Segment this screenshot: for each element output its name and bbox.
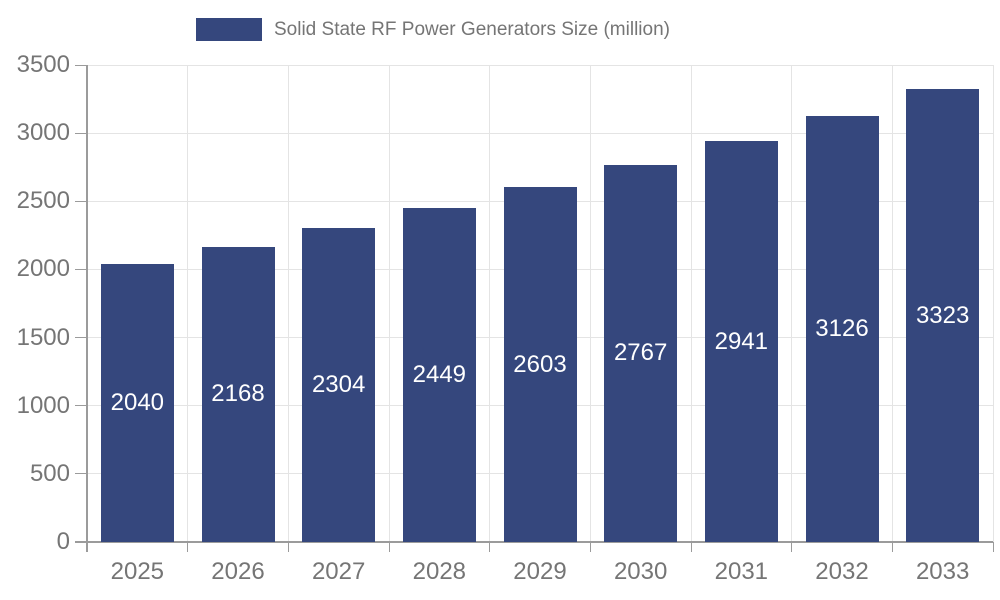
vertical-gridline	[388, 65, 390, 542]
bar: 2449	[402, 208, 476, 542]
bar-value-label: 2941	[714, 327, 769, 355]
x-tick-label: 2025	[110, 558, 165, 585]
bar-value-label: 2168	[211, 380, 265, 408]
vertical-gridline	[589, 65, 591, 542]
y-axis-tick	[75, 64, 87, 66]
vertical-gridline	[791, 65, 793, 542]
legend-swatch-icon	[196, 18, 262, 41]
x-tick-label: 2026	[211, 558, 265, 585]
x-axis-line	[75, 541, 993, 543]
x-tick-label: 2031	[714, 558, 769, 585]
bar-value-label: 2040	[110, 388, 165, 416]
x-tick-label: 2028	[412, 558, 467, 585]
bar-value-label: 3126	[815, 314, 869, 342]
y-tick-label: 2500	[16, 187, 70, 215]
bar-value-label: 2767	[613, 339, 668, 367]
vertical-gridline	[690, 65, 692, 542]
x-tick-label: 2032	[815, 558, 869, 585]
vertical-gridline	[187, 65, 189, 542]
chart-legend[interactable]: Solid State RF Power Generators Size (mi…	[196, 18, 670, 41]
y-axis-tick	[75, 200, 87, 202]
y-tick-label: 3500	[16, 51, 70, 78]
bar: 2603	[503, 187, 577, 542]
x-axis-tick	[187, 542, 189, 552]
x-tick-label: 2029	[513, 558, 567, 585]
x-axis-tick	[891, 542, 893, 552]
bar: 3323	[906, 89, 980, 542]
vertical-gridline	[992, 65, 994, 542]
y-axis-tick	[75, 405, 87, 407]
bar: 3126	[805, 115, 879, 542]
vertical-gridline	[891, 65, 893, 542]
horizontal-gridline	[87, 64, 993, 66]
bar: 2168	[201, 246, 275, 542]
x-axis-tick	[690, 542, 692, 552]
vertical-gridline	[287, 65, 289, 542]
x-axis-tick	[791, 542, 793, 552]
y-tick-label: 500	[29, 459, 70, 487]
y-axis-tick	[75, 132, 87, 134]
x-tick-label: 2027	[311, 558, 366, 585]
x-axis-tick	[992, 542, 994, 552]
y-tick-label: 2000	[16, 255, 70, 283]
y-tick-label: 1000	[16, 391, 70, 419]
y-axis-tick	[75, 473, 87, 475]
horizontal-gridline	[87, 132, 993, 134]
y-tick-label: 1500	[16, 323, 70, 351]
vertical-gridline	[489, 65, 491, 542]
bar-value-label: 2449	[412, 361, 467, 389]
bar: 2040	[100, 263, 174, 542]
bar: 2767	[604, 164, 678, 542]
y-tick-label: 3000	[16, 119, 70, 147]
y-axis-tick	[75, 268, 87, 270]
legend-label: Solid State RF Power Generators Size (mi…	[274, 18, 670, 40]
x-axis-tick	[388, 542, 390, 552]
y-axis-line	[86, 65, 88, 552]
bar: 2941	[704, 141, 778, 542]
x-tick-label: 2030	[613, 558, 668, 585]
bar-value-label: 2603	[513, 350, 567, 378]
y-tick-label: 0	[56, 528, 70, 555]
x-tick-label: 2033	[915, 558, 970, 585]
y-axis-tick	[75, 337, 87, 339]
x-axis-tick	[489, 542, 491, 552]
bar: 2304	[302, 227, 376, 542]
x-axis-tick	[287, 542, 289, 552]
bar-value-label: 3323	[915, 301, 970, 329]
x-axis-tick	[589, 542, 591, 552]
bar-value-label: 2304	[311, 370, 366, 398]
